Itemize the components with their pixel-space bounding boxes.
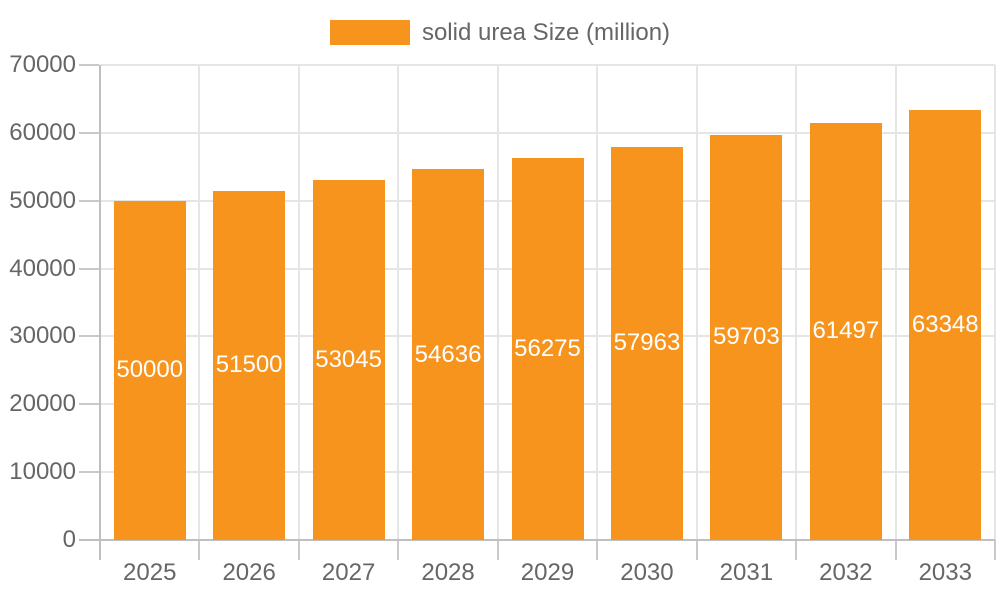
gridline-v [695, 65, 698, 540]
y-tick [79, 267, 99, 270]
x-axis-label: 2029 [520, 559, 575, 586]
y-axis-label: 0 [62, 526, 76, 553]
x-tick [397, 540, 400, 560]
gridline-v [397, 65, 400, 540]
y-axis-label: 60000 [9, 118, 76, 146]
x-tick [297, 540, 300, 560]
plot-area: 0 10000 20000 30000 40000 50000 60000 70000 5000… [9, 51, 996, 586]
gridline-v [795, 65, 798, 540]
x-axis-label: 2032 [819, 559, 873, 586]
y-axis-label: 70000 [9, 51, 76, 78]
bar-2026[interactable] [213, 190, 286, 540]
legend-swatch-icon [329, 20, 410, 45]
x-axis-label: 2031 [719, 559, 774, 586]
x-axis-label: 2026 [222, 559, 276, 586]
y-axis-line [99, 65, 101, 540]
gridline-h [100, 64, 995, 66]
gridline-v [297, 65, 300, 540]
y-tick [79, 199, 99, 202]
legend-item[interactable]: solid urea Size (million) [0, 20, 1000, 45]
x-tick [894, 540, 897, 560]
x-tick [198, 540, 201, 560]
y-axis-label: 30000 [9, 322, 76, 350]
x-tick [99, 540, 101, 560]
gridline-v [496, 65, 499, 540]
x-axis-label: 2030 [620, 559, 674, 586]
x-axis-label: 2027 [321, 559, 376, 586]
y-tick [79, 131, 99, 134]
y-tick [79, 539, 99, 541]
y-axis-label: 40000 [9, 254, 76, 282]
y-axis-label: 10000 [9, 458, 76, 486]
legend-label: solid urea Size (million) [421, 19, 671, 46]
gridline-v [596, 65, 599, 540]
x-tick [994, 540, 996, 560]
x-axis-label: 2028 [421, 559, 475, 586]
bar-2029[interactable] [511, 158, 584, 540]
x-tick [795, 540, 798, 560]
bar-2032[interactable] [809, 122, 882, 540]
bar-2033[interactable] [909, 110, 982, 540]
y-tick [79, 403, 99, 406]
y-axis-label: 20000 [9, 390, 76, 418]
y-tick [79, 471, 99, 474]
x-tick [496, 540, 499, 560]
x-tick [596, 540, 599, 560]
x-axis-label: 2025 [123, 559, 177, 586]
gridline-v [198, 65, 201, 540]
bar-2025[interactable] [113, 200, 186, 540]
gridline-v [894, 65, 897, 540]
x-tick [695, 540, 698, 560]
bar-2028[interactable] [412, 169, 485, 540]
x-axis-label: 2033 [918, 559, 972, 586]
y-tick [79, 335, 99, 338]
y-tick [79, 64, 99, 66]
y-axis-label: 50000 [9, 186, 76, 214]
gridline-v [994, 65, 996, 540]
bar-2031[interactable] [710, 134, 783, 540]
bar-2030[interactable] [610, 146, 683, 540]
bar-2027[interactable] [312, 180, 385, 540]
